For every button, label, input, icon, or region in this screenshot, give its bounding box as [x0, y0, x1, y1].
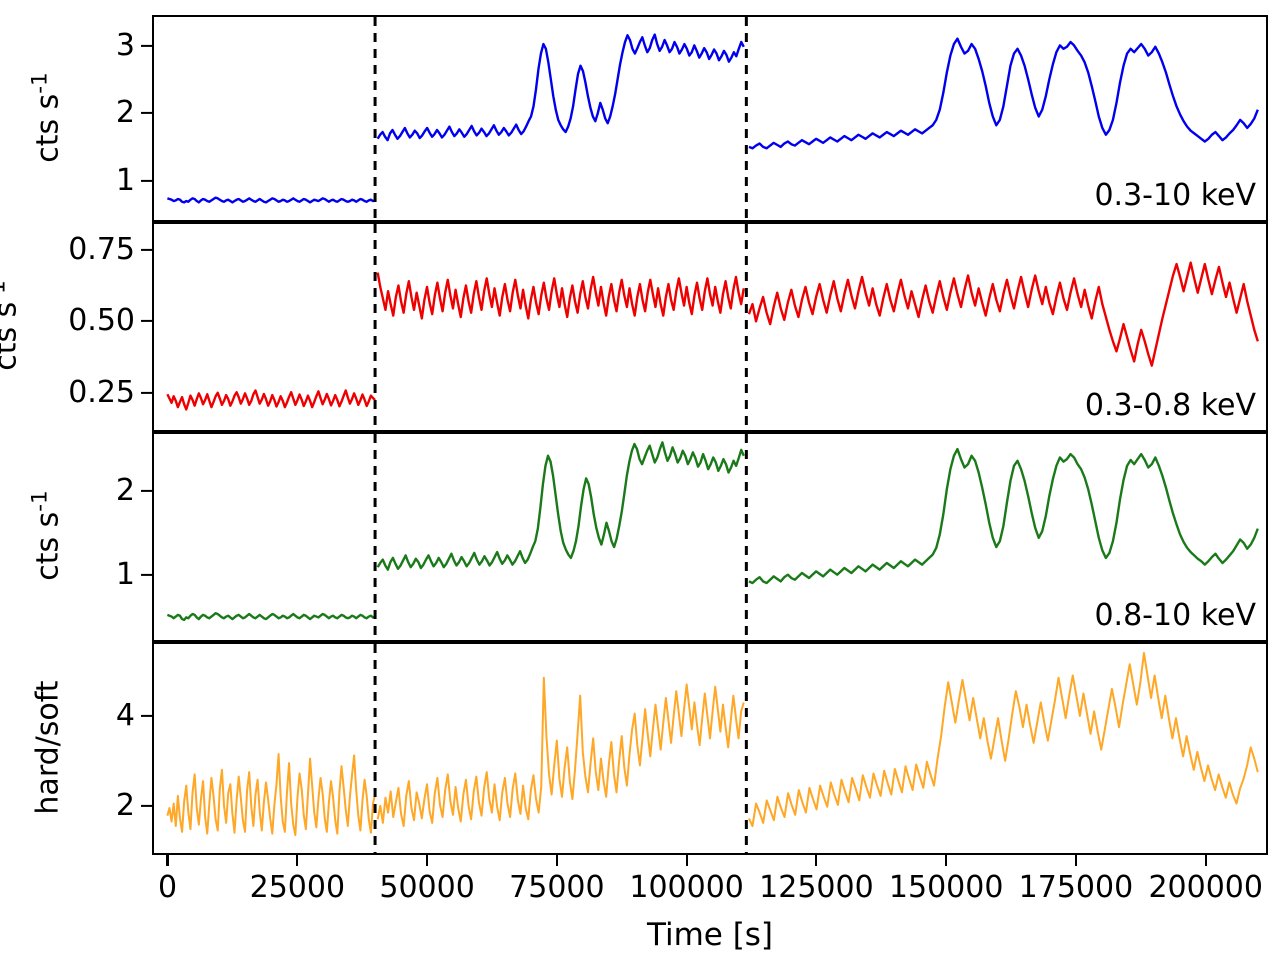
soft-band-lightcurve-ytick-mark	[141, 320, 152, 323]
xtick-label: 200000	[1148, 870, 1263, 905]
xtick-mark	[815, 855, 818, 866]
hard-band-lightcurve-band-annotation: 0.8-10 keV	[1094, 598, 1256, 633]
soft-band-lightcurve-segment-1	[167, 391, 375, 410]
hard-band-lightcurve-segment-3	[749, 449, 1258, 583]
soft-band-lightcurve-ytick-label: 0.25	[68, 374, 135, 410]
total-band-lightcurve-ylabel-text: cts s	[30, 93, 66, 163]
hard-band-lightcurve-ytick-mark	[141, 573, 152, 576]
hardness-ratio-panel	[152, 642, 1268, 855]
soft-band-lightcurve-segment-2	[378, 273, 744, 319]
hardness-ratio-panel-ytick-label: 4	[115, 697, 135, 733]
total-band-lightcurve-ytick-label: 3	[115, 27, 135, 63]
soft-band-lightcurve-ylabel-text: cts s	[0, 302, 24, 371]
total-band-lightcurve-segment-2	[378, 35, 744, 141]
total-band-lightcurve-ylabel: cts s-1	[27, 17, 66, 217]
total-band-lightcurve-ylabel-exponent: -1	[27, 71, 53, 94]
soft-band-lightcurve-segment-3	[749, 263, 1258, 366]
xtick-mark	[685, 855, 688, 866]
soft-band-lightcurve-ytick-label: 0.75	[68, 231, 135, 267]
x-axis-label: Time [s]	[646, 917, 774, 953]
xtick-mark	[1074, 855, 1078, 866]
xtick-mark	[426, 855, 429, 866]
hardness-ratio-panel-ylabel: hard/soft	[30, 679, 66, 815]
total-band-lightcurve-segment-3	[749, 39, 1258, 149]
xtick-label: 25000	[249, 870, 346, 905]
hard-band-lightcurve-segment-2	[378, 442, 744, 569]
total-band-lightcurve-ytick-label: 1	[115, 162, 135, 198]
soft-band-lightcurve-band-annotation: 0.3-0.8 keV	[1084, 388, 1256, 423]
soft-band-lightcurve	[152, 222, 1268, 432]
xtick-label: 175000	[1018, 870, 1134, 905]
soft-band-lightcurve-ytick-mark	[141, 248, 152, 251]
hard-band-lightcurve-ytick-label: 1	[115, 556, 135, 592]
xtick-label: 75000	[509, 870, 605, 905]
soft-band-lightcurve-ylabel-exponent: -1	[0, 280, 11, 302]
soft-band-lightcurve-canvas	[154, 224, 1266, 430]
total-band-lightcurve-ytick-mark	[141, 179, 152, 182]
soft-band-lightcurve-ytick-mark	[141, 391, 152, 394]
total-band-lightcurve-band-annotation: 0.3-10 keV	[1094, 178, 1256, 213]
hardness-ratio-panel-ytick-mark	[141, 804, 152, 807]
xtick-label: 125000	[759, 870, 874, 905]
xtick-label: 50000	[379, 870, 475, 905]
xtick-mark	[166, 855, 169, 866]
soft-band-lightcurve-ytick-label: 0.50	[68, 303, 135, 339]
xtick-mark	[1204, 855, 1207, 866]
hard-band-lightcurve-ytick-label: 2	[115, 473, 135, 509]
hardness-ratio-panel-ytick-mark	[141, 714, 152, 718]
hard-band-lightcurve-canvas	[154, 434, 1266, 640]
xtick-label: 100000	[629, 870, 744, 905]
hard-band-lightcurve	[152, 432, 1268, 642]
total-band-lightcurve-ytick-mark	[141, 112, 152, 115]
total-band-lightcurve-canvas	[154, 17, 1266, 220]
total-band-lightcurve	[152, 15, 1268, 222]
hardness-ratio-panel-segment-1	[167, 754, 375, 835]
hard-band-lightcurve-ylabel: cts s-1	[27, 436, 66, 636]
hardness-ratio-panel-ytick-label: 2	[115, 787, 135, 823]
hard-band-lightcurve-ylabel-text: cts s	[30, 511, 66, 581]
xtick-mark	[296, 855, 299, 866]
xtick-label: 0	[158, 870, 178, 905]
hard-band-lightcurve-segment-1	[167, 613, 375, 620]
hardness-ratio-panel-canvas	[154, 644, 1266, 853]
hardness-ratio-panel-segment-2	[378, 678, 744, 826]
xtick-label: 150000	[888, 870, 1004, 905]
xtick-mark	[555, 855, 558, 866]
total-band-lightcurve-segment-1	[167, 198, 375, 203]
hardness-ratio-panel-segment-3	[749, 653, 1258, 826]
hard-band-lightcurve-ylabel-exponent: -1	[27, 490, 53, 512]
total-band-lightcurve-ytick-mark	[141, 44, 152, 47]
hard-band-lightcurve-ytick-mark	[141, 489, 152, 493]
soft-band-lightcurve-ylabel: cts s-1	[0, 226, 24, 426]
total-band-lightcurve-ytick-label: 2	[115, 95, 135, 131]
xtick-mark	[945, 855, 948, 866]
